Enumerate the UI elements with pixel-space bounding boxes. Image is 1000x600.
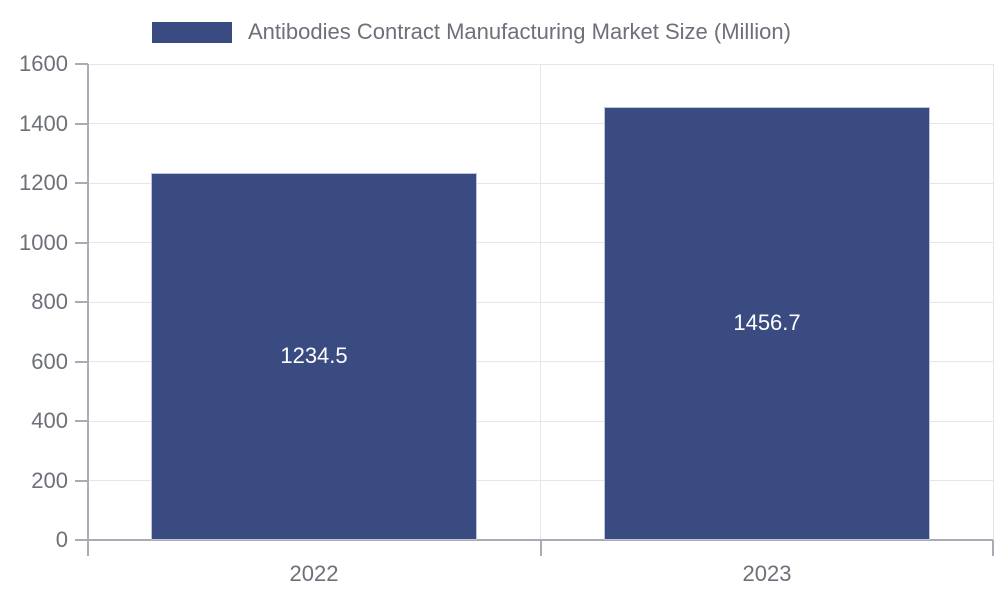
bar-value-label: 1234.5 [280,343,348,368]
y-tick-label: 1400 [19,110,68,136]
bar[interactable] [151,173,477,540]
y-axis-tick [75,122,88,125]
y-tick-label: 1000 [19,229,68,255]
x-gridline [992,64,994,540]
x-tick-label: 2022 [289,561,339,586]
x-tick-label: 2023 [742,561,792,586]
legend-swatch-icon[interactable] [152,21,232,43]
x-gridline [540,64,541,540]
y-tick-label: 400 [31,408,68,433]
y-tick-label: 1200 [19,170,68,195]
y-tick-label: 0 [55,527,68,552]
y-tick-label: 600 [31,348,68,374]
y-axis-tick [75,479,88,482]
legend[interactable]: Antibodies Contract Manufacturing Market… [152,16,791,48]
bar[interactable] [604,107,930,540]
x-axis-tick [87,540,89,556]
y-axis-tick [75,420,88,422]
y-tick-label: 200 [31,467,68,493]
bar-value-label: 1456.7 [733,310,801,335]
y-axis-tick [75,63,88,65]
legend-label: Antibodies Contract Manufacturing Market… [248,19,791,44]
x-axis-tick [992,540,994,556]
x-axis-tick [539,540,542,556]
y-tick-label: 800 [31,289,68,314]
y-axis-tick [75,241,88,244]
y-axis-line [87,64,89,540]
x-axis-line [75,539,993,541]
y-tick-label: 1600 [19,51,68,76]
y-axis-tick [75,360,88,363]
y-axis-tick [75,182,88,184]
y-axis-tick [75,301,88,303]
